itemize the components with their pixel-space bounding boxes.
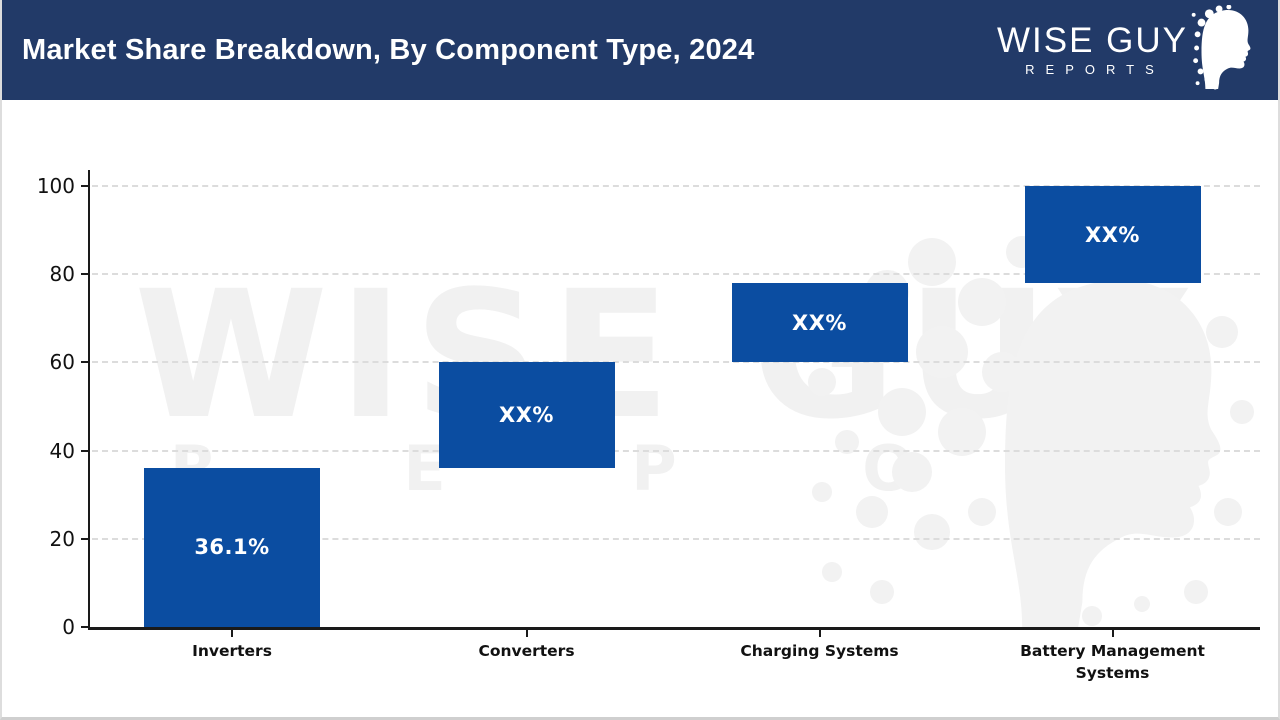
y-axis-tick-label: 80 [49,262,75,287]
y-axis-tick [81,273,90,276]
waterfall-bar-2: XX% [438,362,615,468]
gridline-20 [92,537,1260,540]
waterfall-bar-1: 36.1% [144,467,320,627]
y-axis-tick [81,185,90,187]
y-axis-tick [81,626,90,628]
waterfall-bar-4: XX% [1024,186,1201,284]
bar-value-label: XX% [792,310,847,335]
category-label: Inverters [192,642,272,660]
bar-value-label: 36.1% [194,535,270,560]
category-label: Converters [478,642,575,660]
gridline-100 [92,185,1260,187]
chart-area: WISE GUY R E P O R T S 02040608010036.1%… [2,100,1278,717]
waterfall-bar-3: XX% [731,283,908,363]
y-axis-tick [81,537,90,540]
y-axis-line [88,170,90,630]
x-axis-tick [525,630,528,637]
y-axis-tick-label: 100 [36,174,75,198]
logo-wordmark: WISE GUY [996,21,1188,60]
logo-subtitle: REPORTS [1025,62,1165,77]
y-axis-tick [81,449,90,452]
x-axis-tick [1111,630,1114,637]
category-label: Charging Systems [740,642,899,660]
category-label: Battery Management Systems [1020,642,1205,682]
page-title: Market Share Breakdown, By Component Typ… [22,33,755,66]
y-axis-tick [81,361,90,364]
gridline-40 [92,449,1260,452]
y-axis-tick-label: 0 [62,615,75,639]
y-axis-tick-label: 20 [49,526,75,551]
logo-text: WISE GUY REPORTS [997,23,1188,77]
wise-guy-logo: WISE GUY REPORTS [997,4,1264,95]
x-axis-line [88,627,1260,630]
y-axis-tick-label: 60 [49,350,75,375]
gridline-60 [92,361,1260,364]
header-bar: Market Share Breakdown, By Component Typ… [2,0,1278,100]
head-profile-dots-icon [1182,4,1264,95]
y-axis-tick-label: 40 [49,438,75,463]
x-axis-tick [231,630,233,637]
bar-value-label: XX% [1085,222,1140,247]
gridline-80 [92,273,1260,276]
x-axis-tick [818,630,821,637]
bar-value-label: XX% [499,403,554,428]
